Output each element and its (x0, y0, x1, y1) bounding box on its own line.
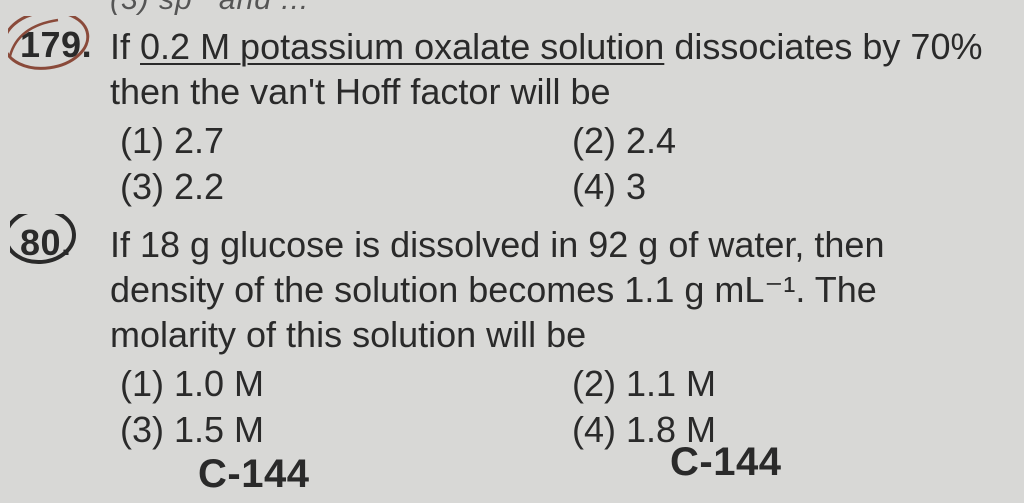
stem-pre: If (110, 26, 140, 67)
question-number: 80. (20, 222, 72, 264)
question-number: 179. (20, 24, 92, 66)
question-179: 179. If 0.2 M potassium oxalate solution… (20, 24, 984, 114)
stem-underlined: 0.2 M potassium oxalate solution (140, 26, 664, 67)
partial-previous-line: (3) sp⁻ and ... (110, 0, 309, 17)
option-3: (3) 1.5 M (120, 409, 532, 451)
question-stem: If 18 g glucose is dissolved in 92 g of … (110, 222, 984, 357)
option-2: (2) 1.1 M (572, 363, 984, 405)
question-number-wrap: 80. (20, 222, 110, 264)
question-stem: If 0.2 M potassium oxalate solution diss… (110, 24, 984, 114)
annotation-c144-right: C‑144 (670, 440, 781, 485)
option-4: (4) 3 (572, 166, 984, 208)
options-179: (1) 2.7 (2) 2.4 (3) 2.2 (4) 3 (120, 120, 984, 208)
question-number-wrap: 179. (20, 24, 110, 66)
option-1: (1) 2.7 (120, 120, 532, 162)
option-2: (2) 2.4 (572, 120, 984, 162)
question-80: 80. If 18 g glucose is dissolved in 92 g… (20, 222, 984, 357)
annotation-c144-left: C‑144 (198, 452, 309, 497)
options-80: (1) 1.0 M (2) 1.1 M (3) 1.5 M (4) 1.8 M (120, 363, 984, 451)
option-3: (3) 2.2 (120, 166, 532, 208)
page: (3) sp⁻ and ... 179. If 0.2 M potassium … (0, 0, 1024, 503)
option-1: (1) 1.0 M (120, 363, 532, 405)
